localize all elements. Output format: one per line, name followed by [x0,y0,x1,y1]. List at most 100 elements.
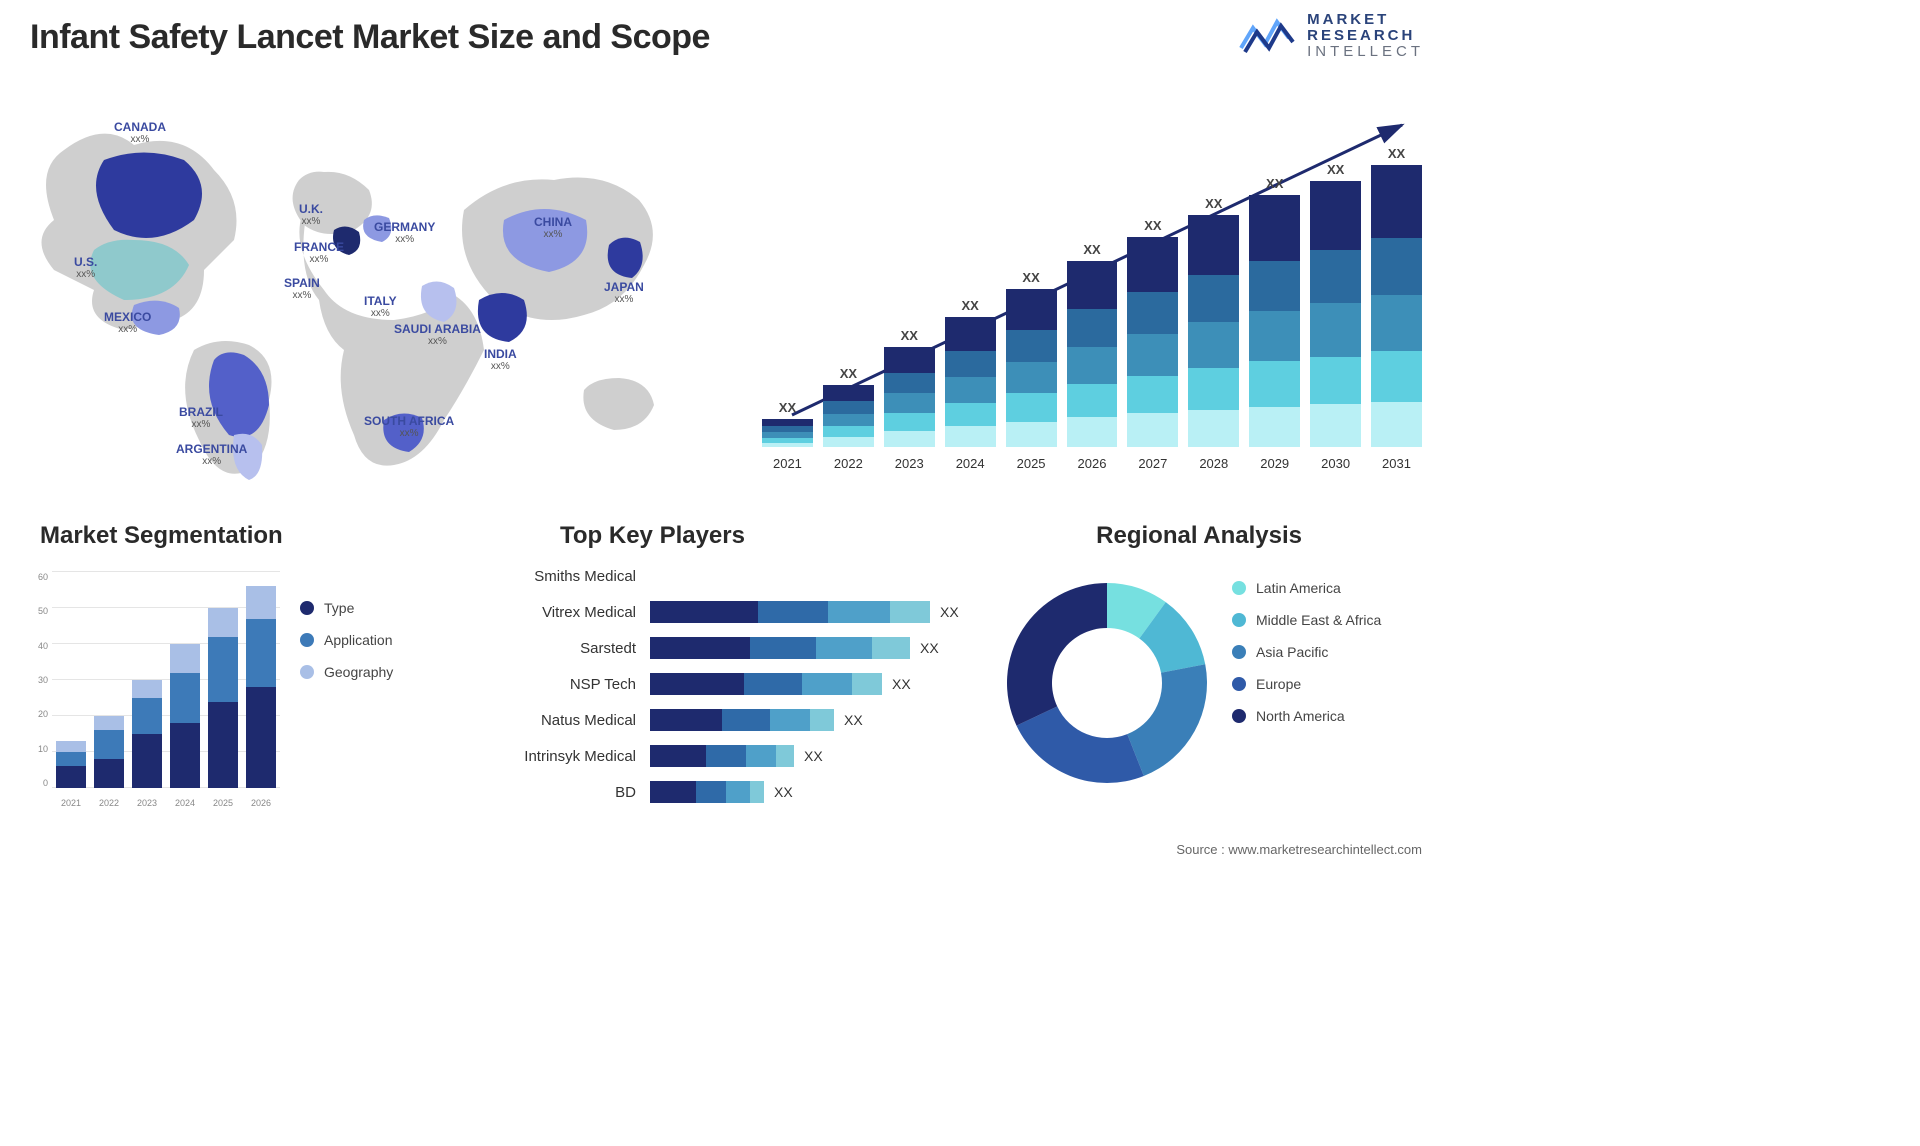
donut-slice [1127,664,1207,776]
logo-icon [1239,16,1297,56]
key-player-bar [650,781,764,803]
key-player-row: Vitrex Medical XX [490,596,970,628]
growth-bar: XX2031 [1371,165,1422,447]
growth-bar-year: 2025 [1006,456,1057,471]
key-player-bar [650,709,834,731]
donut-slice [1007,583,1107,726]
growth-bar-value: XX [1067,242,1118,257]
legend-item: Middle East & Africa [1232,612,1422,628]
growth-bar-year: 2027 [1127,456,1178,471]
growth-bar: XX2024 [945,317,996,447]
country-label: U.S.xx% [74,255,97,281]
logo-text-3: INTELLECT [1307,44,1424,60]
growth-bar: XX2030 [1310,181,1361,447]
growth-bar-year: 2028 [1188,456,1239,471]
brand-logo: MARKET RESEARCH INTELLECT [1239,12,1424,59]
growth-bar: XX2029 [1249,195,1300,447]
growth-bar: XX2022 [823,385,874,447]
growth-bar: XX2021 [762,419,813,447]
key-player-value: XX [804,748,823,764]
growth-bar-year: 2022 [823,456,874,471]
growth-bar-value: XX [823,366,874,381]
key-player-name: Smiths Medical [490,568,650,585]
logo-text-2: RESEARCH [1307,28,1424,44]
growth-bar-year: 2029 [1249,456,1300,471]
key-player-value: XX [844,712,863,728]
source-text: Source : www.marketresearchintellect.com [1176,842,1422,857]
donut-slice [1017,706,1144,783]
key-player-bar [650,745,794,767]
country-label: U.K.xx% [299,202,323,228]
key-players-title: Top Key Players [560,522,745,550]
growth-bar-value: XX [945,298,996,313]
page-title: Infant Safety Lancet Market Size and Sco… [30,18,710,57]
growth-bar-year: 2021 [762,456,813,471]
segmentation-bar [208,608,238,788]
growth-bar-year: 2026 [1067,456,1118,471]
legend-item: North America [1232,708,1422,724]
growth-bar-value: XX [1188,196,1239,211]
legend-item: Asia Pacific [1232,644,1422,660]
key-player-value: XX [940,604,959,620]
key-player-name: NSP Tech [490,676,650,693]
key-players-chart: Smiths Medical Vitrex Medical XX Sarstedt XX… [490,560,970,812]
key-player-name: Intrinsyk Medical [490,748,650,765]
logo-text-1: MARKET [1307,12,1424,28]
growth-bar-year: 2023 [884,456,935,471]
key-player-bar [650,637,910,659]
growth-bar-value: XX [1006,270,1057,285]
growth-bar: XX2026 [1067,261,1118,447]
growth-bar-year: 2024 [945,456,996,471]
segmentation-bar [170,644,200,788]
key-player-row: NSP Tech XX [490,668,970,700]
key-player-name: Vitrex Medical [490,604,650,621]
country-label: INDIAxx% [484,347,517,373]
growth-bar-value: XX [762,400,813,415]
country-label: SAUDI ARABIAxx% [394,322,481,348]
key-player-name: Sarstedt [490,640,650,657]
key-player-row: Intrinsyk Medical XX [490,740,970,772]
growth-bar-value: XX [1249,176,1300,191]
legend-item: Type [300,600,393,616]
country-label: SPAINxx% [284,276,320,302]
key-player-value: XX [892,676,911,692]
country-label: SOUTH AFRICAxx% [364,414,454,440]
country-label: CHINAxx% [534,215,572,241]
growth-chart: XX2021XX2022XX2023XX2024XX2025XX2026XX20… [762,95,1422,475]
country-label: CANADAxx% [114,120,166,146]
key-player-bar [650,601,930,623]
country-label: ITALYxx% [364,294,397,320]
segmentation-legend: TypeApplicationGeography [300,600,393,680]
country-label: ARGENTINAxx% [176,442,247,468]
growth-bar-year: 2031 [1371,456,1422,471]
regional-legend: Latin America Middle East & Africa Asia Pa… [1232,580,1422,724]
segmentation-chart: 6050403020100 202120222023202420252026 [30,556,280,816]
key-player-value: XX [920,640,939,656]
key-player-row: Natus MedicalXX [490,704,970,736]
country-label: GERMANYxx% [374,220,435,246]
key-player-row: Smiths Medical [490,560,970,592]
country-label: FRANCExx% [294,240,344,266]
growth-bar-value: XX [1310,162,1361,177]
regional-title: Regional Analysis [1096,522,1302,550]
legend-item: Europe [1232,676,1422,692]
segmentation-bar [56,741,86,788]
key-player-bar [650,673,882,695]
growth-bar: XX2027 [1127,237,1178,447]
country-label: JAPANxx% [604,280,644,306]
legend-item: Geography [300,664,393,680]
country-label: MEXICOxx% [104,310,151,336]
world-map: CANADAxx% U.S.xx% MEXICOxx% BRAZILxx% ARGENT… [24,90,724,490]
growth-bar: XX2025 [1006,289,1057,447]
key-player-row: Sarstedt XX [490,632,970,664]
growth-bar: XX2028 [1188,215,1239,447]
legend-item: Latin America [1232,580,1422,596]
regional-donut [1002,578,1212,788]
growth-bar-value: XX [1127,218,1178,233]
country-label: BRAZILxx% [179,405,223,431]
key-player-value: XX [774,784,793,800]
segmentation-bar [132,680,162,788]
key-player-row: BDXX [490,776,970,808]
growth-bar-year: 2030 [1310,456,1361,471]
growth-bar: XX2023 [884,347,935,447]
